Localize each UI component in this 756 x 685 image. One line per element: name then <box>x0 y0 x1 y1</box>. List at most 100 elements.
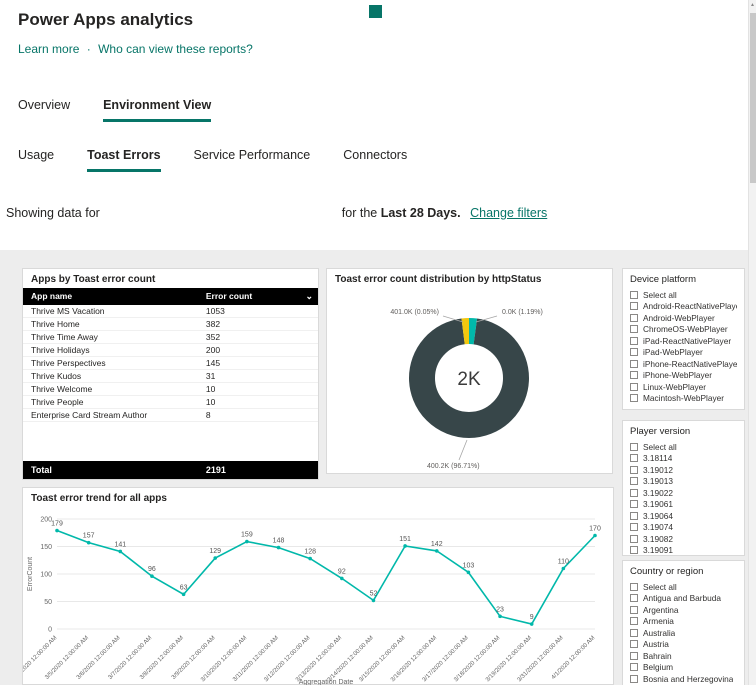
donut-slice[interactable] <box>409 318 529 438</box>
data-point[interactable] <box>403 544 407 548</box>
column-error-count[interactable]: Error count <box>205 291 253 301</box>
filter-option[interactable]: 3.19074 <box>630 522 737 534</box>
table-row[interactable]: Thrive Welcome 10 <box>23 383 318 396</box>
filter-option[interactable]: Android-WebPlayer <box>630 312 737 324</box>
filter-option[interactable]: 3.19064 <box>630 510 737 522</box>
table-row[interactable]: Thrive Kudos 31 <box>23 370 318 383</box>
data-point[interactable] <box>434 549 439 553</box>
checkbox-icon[interactable] <box>630 651 638 660</box>
data-point[interactable] <box>593 533 597 538</box>
data-point[interactable] <box>308 556 312 561</box>
data-point[interactable] <box>371 598 376 603</box>
checkbox-icon[interactable] <box>630 640 638 649</box>
filter-option[interactable]: 3.19061 <box>630 499 737 511</box>
filter-option[interactable]: Argentina <box>630 604 737 616</box>
checkbox-icon[interactable] <box>630 663 638 672</box>
filter-option[interactable]: Bosnia and Herzegovina <box>630 673 737 685</box>
checkbox-icon[interactable] <box>630 394 638 403</box>
checkbox-icon[interactable] <box>630 500 638 509</box>
data-point[interactable] <box>340 576 344 581</box>
tab-toast-errors[interactable]: Toast Errors <box>87 148 161 172</box>
filter-option[interactable]: Macintosh-WebPlayer <box>630 393 737 405</box>
checkbox-icon[interactable] <box>630 454 638 463</box>
filter-option[interactable]: Austria <box>630 639 737 651</box>
data-point[interactable] <box>245 539 249 544</box>
data-point[interactable] <box>181 592 186 597</box>
data-point[interactable] <box>213 556 218 560</box>
data-point[interactable] <box>55 528 59 533</box>
filter-option[interactable]: iPad-ReactNativePlayer <box>630 335 737 347</box>
column-app-name[interactable]: App name <box>31 291 73 301</box>
checkbox-icon[interactable] <box>630 511 638 520</box>
tab-connectors[interactable]: Connectors <box>343 148 408 162</box>
data-point[interactable] <box>561 566 566 571</box>
checkbox-icon[interactable] <box>630 336 638 345</box>
filter-option[interactable]: Australia <box>630 627 737 639</box>
checkbox-icon[interactable] <box>630 348 638 357</box>
filter-option[interactable]: Select all <box>630 289 737 301</box>
checkbox-icon[interactable] <box>630 605 638 614</box>
filter-option[interactable]: Armenia <box>630 616 737 628</box>
vertical-scrollbar[interactable] <box>748 0 756 685</box>
tab-usage[interactable]: Usage <box>18 148 55 162</box>
checkbox-icon[interactable] <box>630 594 638 603</box>
filter-option[interactable]: Bahrain <box>630 650 737 662</box>
filter-option[interactable]: Android-ReactNativePlayer <box>630 301 737 313</box>
filter-option[interactable]: 3.19013 <box>630 476 737 488</box>
checkbox-icon[interactable] <box>630 582 638 591</box>
change-filters-link[interactable]: Change filters <box>470 206 548 220</box>
filter-option[interactable]: ChromeOS-WebPlayer <box>630 324 737 336</box>
filter-option[interactable]: iPhone-ReactNativePlayer <box>630 358 737 370</box>
filter-option[interactable]: 3.19082 <box>630 533 737 545</box>
checkbox-icon[interactable] <box>630 371 638 380</box>
tab-environment-view[interactable]: Environment View <box>103 98 212 122</box>
table-row[interactable]: Thrive Time Away 352 <box>23 331 318 344</box>
checkbox-icon[interactable] <box>630 290 638 299</box>
table-row[interactable]: Thrive Home 382 <box>23 318 318 331</box>
filter-option[interactable]: Linux-WebPlayer <box>630 381 737 393</box>
checkbox-icon[interactable] <box>630 546 638 555</box>
checkbox-icon[interactable] <box>630 477 638 486</box>
checkbox-icon[interactable] <box>630 325 638 334</box>
data-point[interactable] <box>150 574 154 578</box>
scrollbar-thumb[interactable] <box>750 13 756 183</box>
data-point[interactable] <box>276 545 281 550</box>
donut-slice[interactable] <box>409 318 529 438</box>
filter-option[interactable]: Select all <box>630 441 737 453</box>
checkbox-icon[interactable] <box>630 534 638 543</box>
checkbox-icon[interactable] <box>630 302 638 311</box>
table-row[interactable]: Thrive Perspectives 145 <box>23 357 318 370</box>
checkbox-icon[interactable] <box>630 442 638 451</box>
data-point[interactable] <box>466 570 471 575</box>
tab-service-performance[interactable]: Service Performance <box>193 148 311 162</box>
data-point[interactable] <box>86 540 91 545</box>
filter-option[interactable]: 3.19012 <box>630 464 737 476</box>
filter-option[interactable]: Select all <box>630 581 737 593</box>
learn-more-link[interactable]: Learn more <box>18 42 80 56</box>
filter-option[interactable]: 3.19022 <box>630 487 737 499</box>
checkbox-icon[interactable] <box>630 313 638 322</box>
checkbox-icon[interactable] <box>630 382 638 391</box>
table-row[interactable]: Thrive Holidays 200 <box>23 344 318 357</box>
filter-option[interactable]: 3.18114 <box>630 453 737 465</box>
filter-option[interactable]: Belgium <box>630 662 737 674</box>
filter-option[interactable]: iPad-WebPlayer <box>630 347 737 359</box>
checkbox-icon[interactable] <box>630 465 638 474</box>
chevron-down-icon[interactable]: ⌄ <box>305 291 313 301</box>
checkbox-icon[interactable] <box>630 628 638 637</box>
data-point[interactable] <box>498 614 502 619</box>
table-row[interactable]: Thrive People 10 <box>23 396 318 409</box>
checkbox-icon[interactable] <box>630 523 638 532</box>
teal-square-icon[interactable] <box>369 5 382 18</box>
data-point[interactable] <box>529 622 534 626</box>
checkbox-icon[interactable] <box>630 617 638 626</box>
filter-option[interactable]: Antigua and Barbuda <box>630 593 737 605</box>
tab-overview[interactable]: Overview <box>18 98 71 112</box>
table-row[interactable]: Enterprise Card Stream Author 8 <box>23 409 318 422</box>
table-row[interactable]: Thrive MS Vacation 1053 <box>23 305 318 318</box>
checkbox-icon[interactable] <box>630 359 638 368</box>
filter-option[interactable]: iPhone-WebPlayer <box>630 370 737 382</box>
checkbox-icon[interactable] <box>630 674 638 683</box>
checkbox-icon[interactable] <box>630 488 638 497</box>
data-point[interactable] <box>118 549 123 554</box>
